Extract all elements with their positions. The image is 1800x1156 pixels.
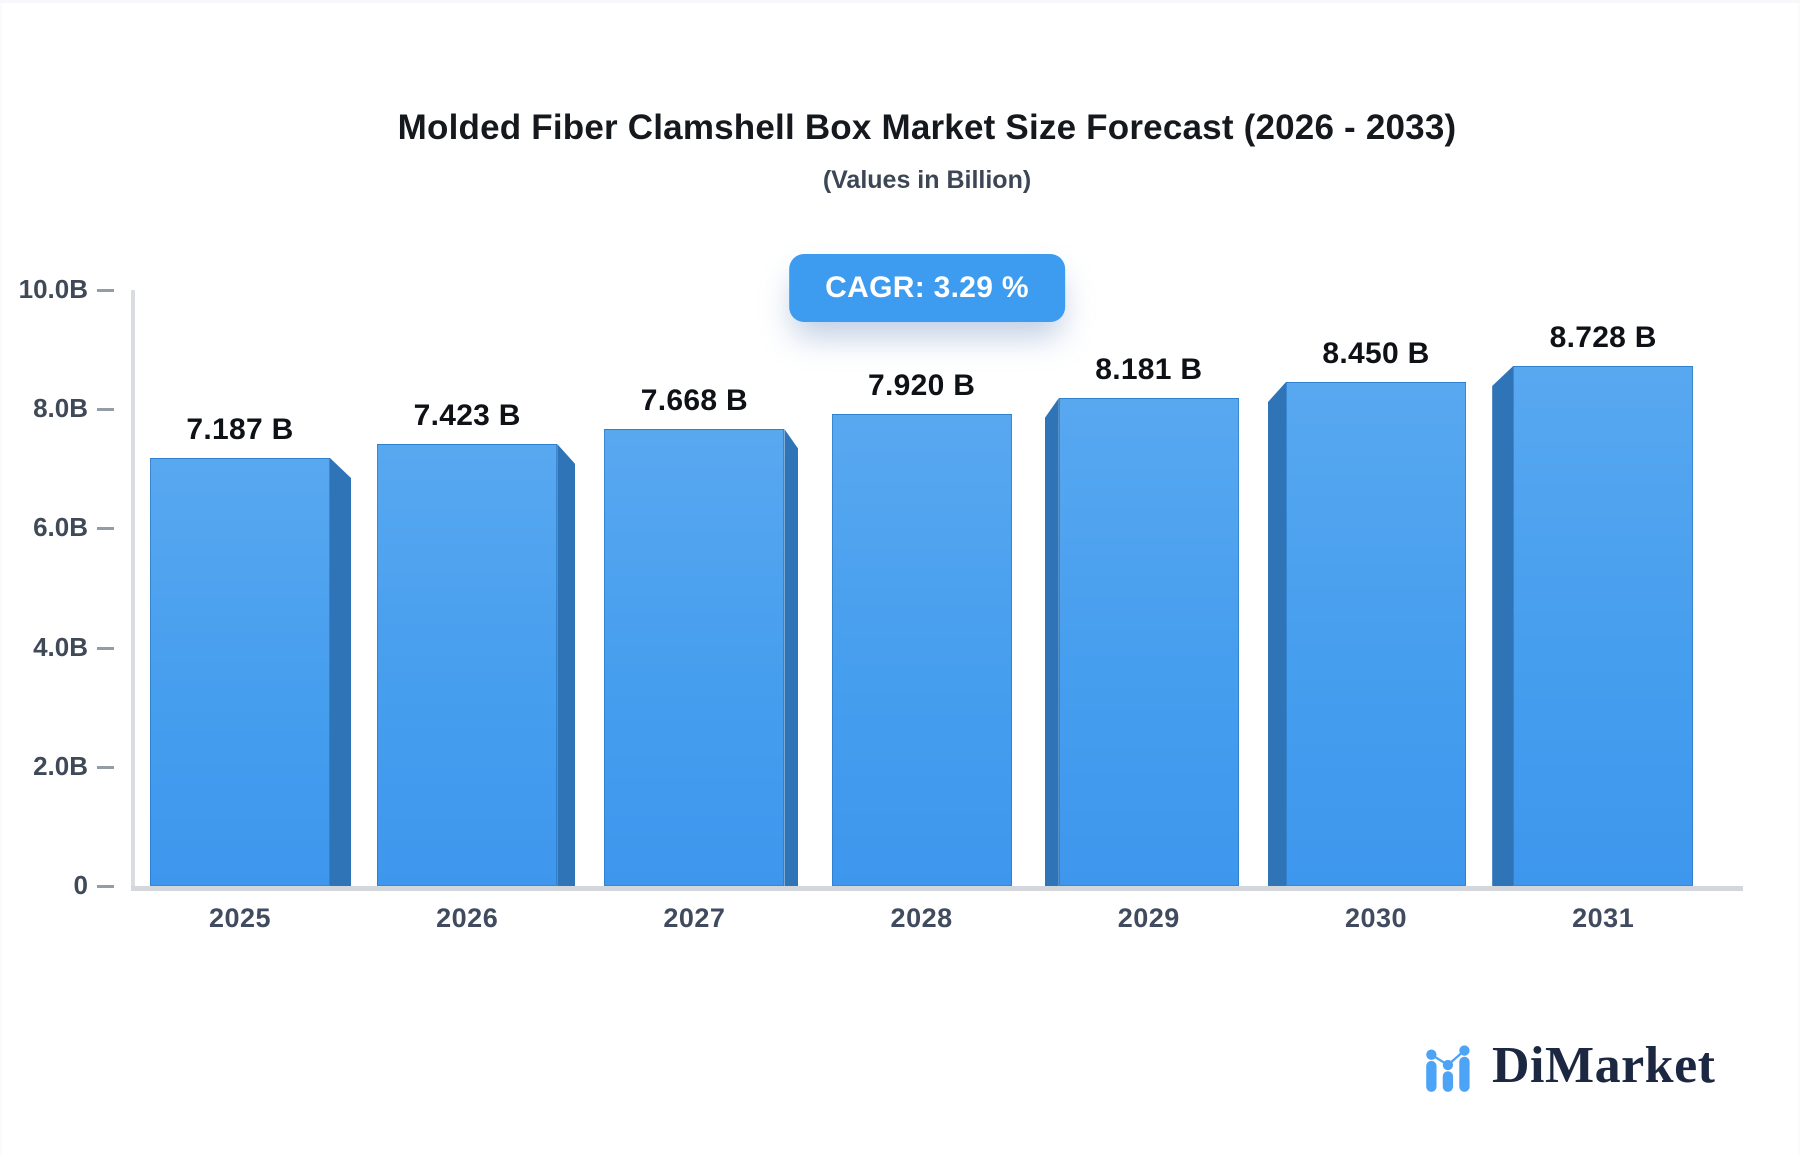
bar <box>377 444 558 886</box>
bar <box>831 414 1012 886</box>
bar <box>1513 366 1694 886</box>
bar-side-face <box>1492 366 1514 886</box>
bar-side-face <box>1268 382 1286 886</box>
bar-value-label: 8.728 B <box>1549 321 1657 354</box>
x-axis-label: 2026 <box>436 903 499 933</box>
y-axis-line <box>131 290 135 886</box>
bar-value-label: 8.450 B <box>1322 337 1430 370</box>
logo-text: DiMarket <box>1492 1036 1716 1094</box>
bar <box>1286 382 1466 886</box>
x-axis-label: 2031 <box>1572 903 1635 933</box>
x-axis-label: 2028 <box>890 903 953 933</box>
y-axis-tick-mark <box>97 408 114 412</box>
chart-title: Molded Fiber Clamshell Box Market Size F… <box>397 108 1457 147</box>
y-axis-tick-label: 8.0B <box>33 393 88 424</box>
chart-subtitle: (Values in Billion) <box>822 166 1032 194</box>
y-axis-tick-label: 10.0B <box>18 274 88 304</box>
bar <box>150 458 330 886</box>
y-axis-tick-label: 6.0B <box>33 512 88 543</box>
x-axis-label: 2025 <box>208 903 272 933</box>
bar-side-face <box>784 429 799 886</box>
bar-value-label: 7.187 B <box>186 413 294 446</box>
y-axis-tick-label: 4.0B <box>33 631 88 662</box>
y-axis-tick-mark <box>97 885 114 888</box>
bar-chart-logo-icon <box>1426 1045 1470 1092</box>
y-axis-tick-label: 2.0B <box>33 750 88 781</box>
bar <box>604 429 785 886</box>
dimarket-logo: DiMarket <box>1422 1034 1715 1096</box>
bar-value-label: 8.181 B <box>1095 353 1203 386</box>
y-axis-tick-label: 0 <box>73 870 88 900</box>
y-axis-tick-mark <box>97 289 114 292</box>
bar-side-face <box>1044 398 1059 886</box>
x-axis-label: 2027 <box>663 903 726 933</box>
chart-header: Molded Fiber Clamshell Box Market Size F… <box>27 0 1800 195</box>
x-axis-label: 2029 <box>1117 903 1180 933</box>
y-axis-tick-mark <box>97 646 114 650</box>
bar-value-label: 7.920 B <box>868 369 976 402</box>
x-axis-baseline <box>131 886 1743 891</box>
bar-value-label: 7.668 B <box>640 384 748 417</box>
y-axis-tick-mark <box>97 765 114 769</box>
bar-side-face <box>330 458 351 886</box>
bar-side-face <box>557 444 576 886</box>
y-axis-tick-mark <box>97 527 114 531</box>
x-axis-label: 2030 <box>1344 903 1408 933</box>
bar <box>1058 398 1239 886</box>
bar-value-label: 7.423 B <box>413 399 521 432</box>
cagr-badge: CAGR: 3.29 % <box>789 254 1065 322</box>
